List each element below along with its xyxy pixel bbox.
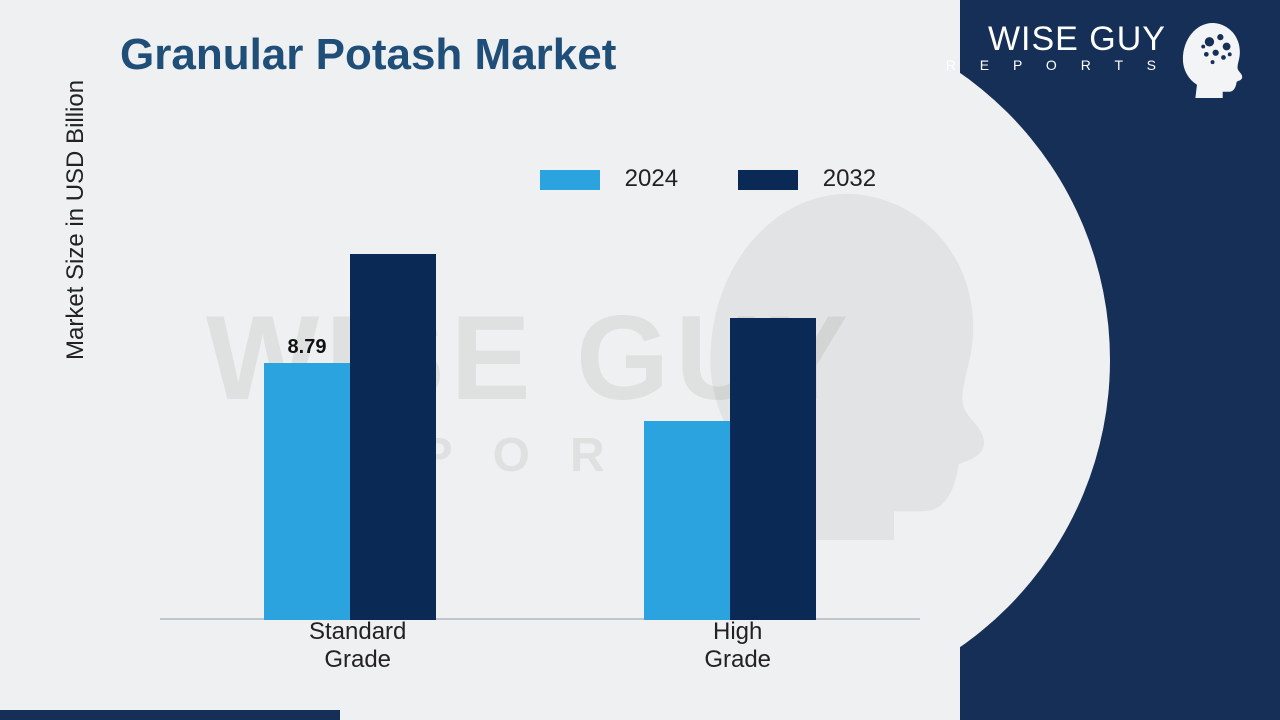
y-axis-label: Market Size in USD Billion <box>62 80 90 360</box>
brand-head-icon <box>1172 20 1250 98</box>
category-label-line: High <box>704 618 771 646</box>
plot-area: 8.79 <box>160 210 920 620</box>
bar-groups: 8.79 <box>160 210 920 620</box>
bar-group: 8.79 <box>264 254 436 620</box>
category-labels: StandardGradeHighGrade <box>160 618 920 674</box>
brand-logo: WISE GUY R E P O R T S <box>946 20 1250 73</box>
legend-swatch-2032 <box>738 170 798 190</box>
bar-value-label: 8.79 <box>288 336 327 359</box>
bar-group <box>644 318 816 620</box>
chart-title: Granular Potash Market <box>120 30 616 80</box>
brand-main: WISE GUY <box>946 20 1166 59</box>
category-label-line: Standard <box>309 618 406 646</box>
bar <box>350 254 436 620</box>
brand-sub: R E P O R T S <box>946 57 1166 73</box>
category-label-line: Grade <box>704 646 771 674</box>
category-label: StandardGrade <box>309 618 406 674</box>
legend-label-2032: 2032 <box>823 165 876 192</box>
bar <box>264 363 350 620</box>
stage: WISE GUY REPORTS Granular Potash Market … <box>0 0 1280 720</box>
legend: 2024 2032 <box>540 165 876 193</box>
bar <box>644 421 730 620</box>
category-label: HighGrade <box>704 618 771 674</box>
bottom-strip <box>0 710 340 720</box>
legend-swatch-2024 <box>540 170 600 190</box>
category-label-line: Grade <box>309 646 406 674</box>
legend-item-2024: 2024 <box>540 165 678 193</box>
legend-label-2024: 2024 <box>625 165 678 192</box>
legend-item-2032: 2032 <box>738 165 876 193</box>
bar <box>730 318 816 620</box>
